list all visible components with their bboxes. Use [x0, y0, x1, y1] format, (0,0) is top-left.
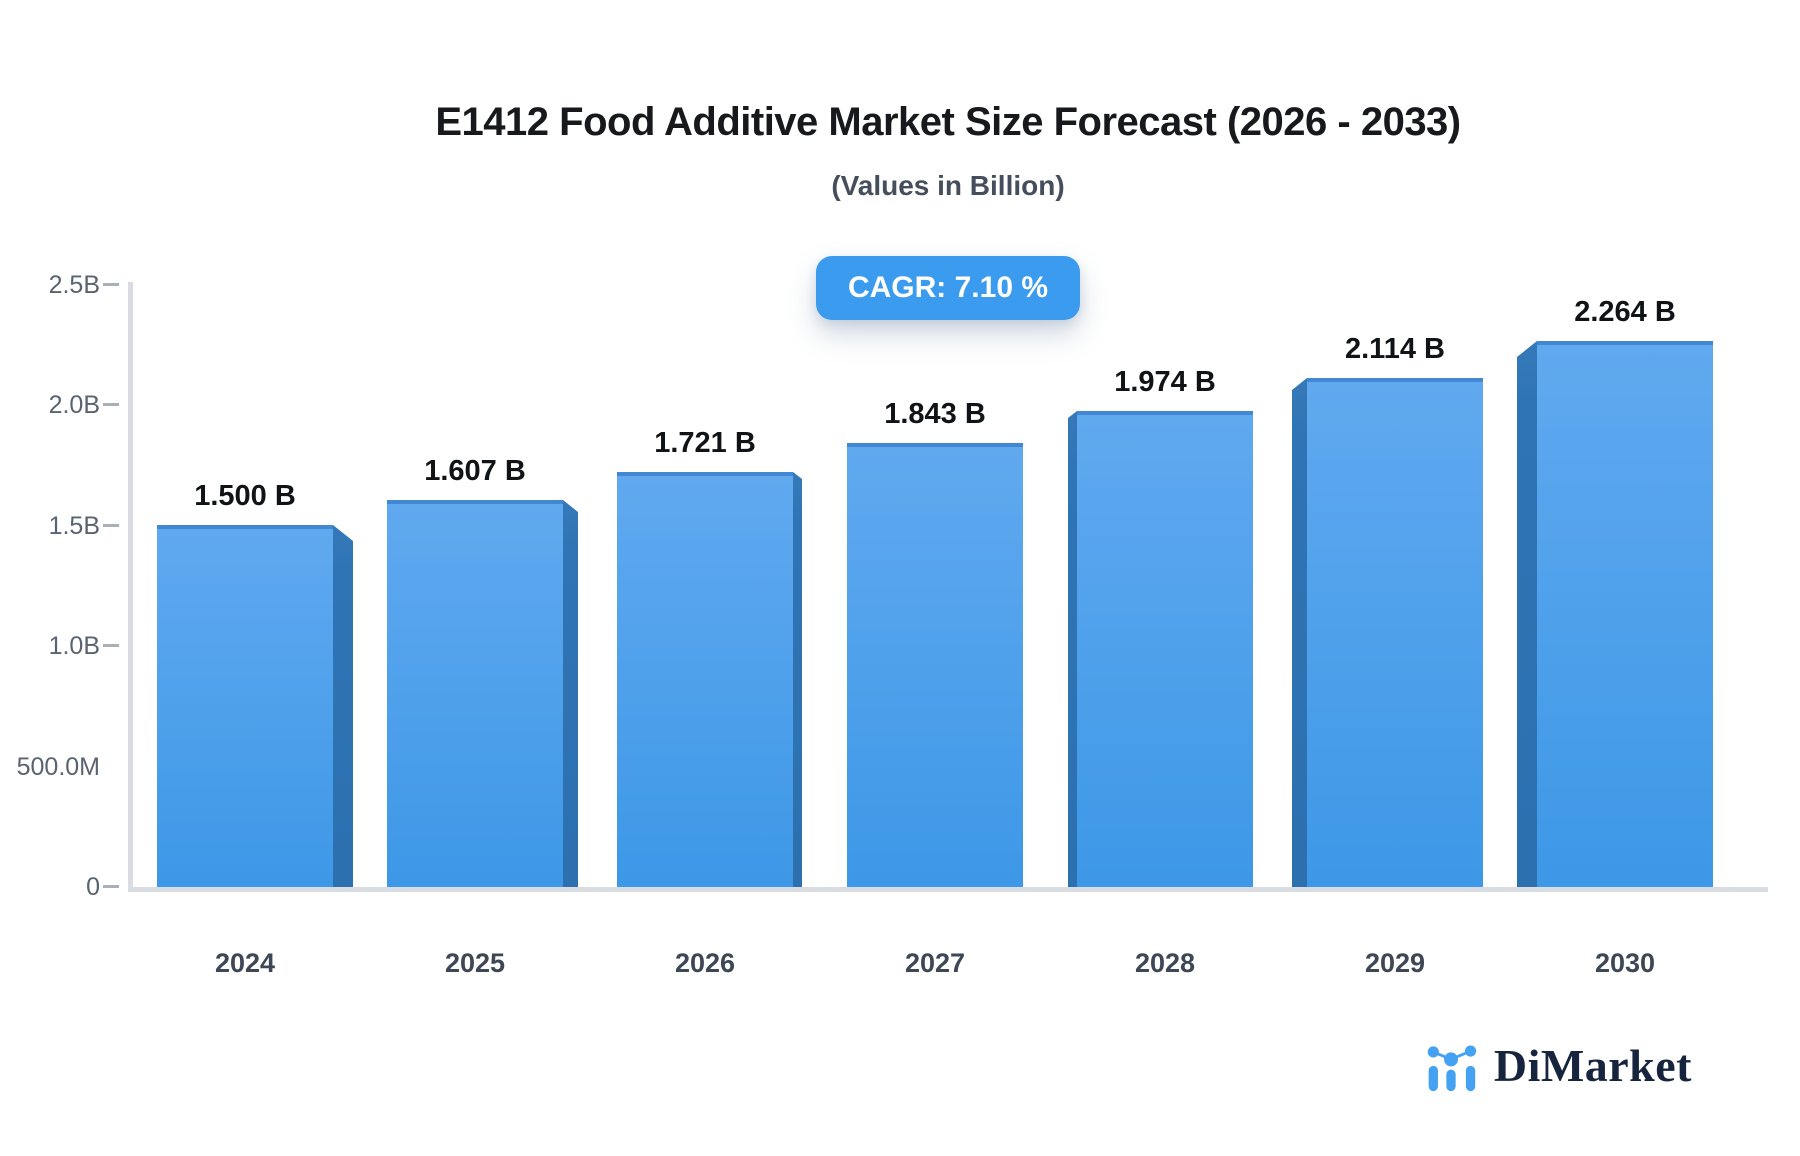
y-axis-tick-label: 2.5B [48, 270, 100, 299]
x-axis-label-2029: 2029 [1364, 948, 1426, 978]
cagr-badge: CAGR: 7.10 % [815, 256, 1081, 320]
bar-2024[interactable] [157, 525, 333, 887]
y-axis-tick-mark [103, 523, 119, 527]
bar-value-label-2026: 1.721 B [654, 427, 756, 459]
chart-title: E1412 Food Additive Market Size Forecast… [435, 100, 1461, 144]
bar-value-label-2028: 1.974 B [1114, 366, 1216, 398]
x-axis-label-2030: 2030 [1594, 948, 1656, 978]
cagr-badge-row: CAGR: 7.10 % [128, 256, 1768, 320]
bar-chart-logo-icon [1427, 1045, 1476, 1092]
x-axis-label-2028: 2028 [1134, 948, 1196, 978]
x-axis-label-2024: 2024 [214, 948, 276, 978]
x-axis-label-2026: 2026 [674, 948, 736, 978]
y-axis-tick-mark [103, 644, 119, 647]
y-axis-tick-label: 1.0B [48, 632, 100, 660]
bar-side-face-2029 [1292, 378, 1307, 887]
x-axis-label-2027: 2027 [904, 948, 966, 978]
brand-logo-text: DiMarket [1493, 1039, 1692, 1091]
brand-logo[interactable]: DiMarket [1422, 1038, 1692, 1092]
bar-value-label-2027: 1.843 B [884, 398, 986, 430]
bar-side-face-2026 [793, 472, 802, 887]
y-axis-tick-label: 0 [86, 873, 100, 901]
y-axis-line [128, 282, 133, 892]
y-axis-tick-mark [103, 885, 119, 888]
bar-2028[interactable] [1077, 411, 1253, 887]
y-axis-tick-label: 500.0M [16, 752, 100, 781]
bar-value-label-2025: 1.607 B [424, 455, 526, 487]
x-axis-label-2025: 2025 [444, 948, 506, 978]
bar-2030[interactable] [1537, 341, 1713, 887]
bar-side-face-2025 [563, 500, 578, 887]
bar-side-face-2024 [333, 525, 353, 887]
y-axis-tick-mark [103, 403, 119, 406]
y-axis-tick-mark [103, 282, 119, 286]
bar-value-label-2029: 2.114 B [1345, 333, 1445, 365]
bar-side-face-2030 [1517, 341, 1537, 887]
bar-2027[interactable] [847, 443, 1023, 887]
y-axis-tick-label: 2.0B [48, 391, 100, 419]
bar-2026[interactable] [617, 472, 793, 887]
x-axis-line [128, 887, 1768, 892]
bar-side-face-2028 [1068, 411, 1077, 887]
bar-2029[interactable] [1307, 378, 1483, 887]
bar-2025[interactable] [387, 500, 563, 887]
bar-value-label-2024: 1.500 B [194, 480, 296, 512]
chart-subtitle: (Values in Billion) [831, 170, 1065, 201]
y-axis-tick-label: 1.5B [48, 511, 100, 540]
bar-value-label-2030: 2.264 B [1574, 296, 1676, 328]
